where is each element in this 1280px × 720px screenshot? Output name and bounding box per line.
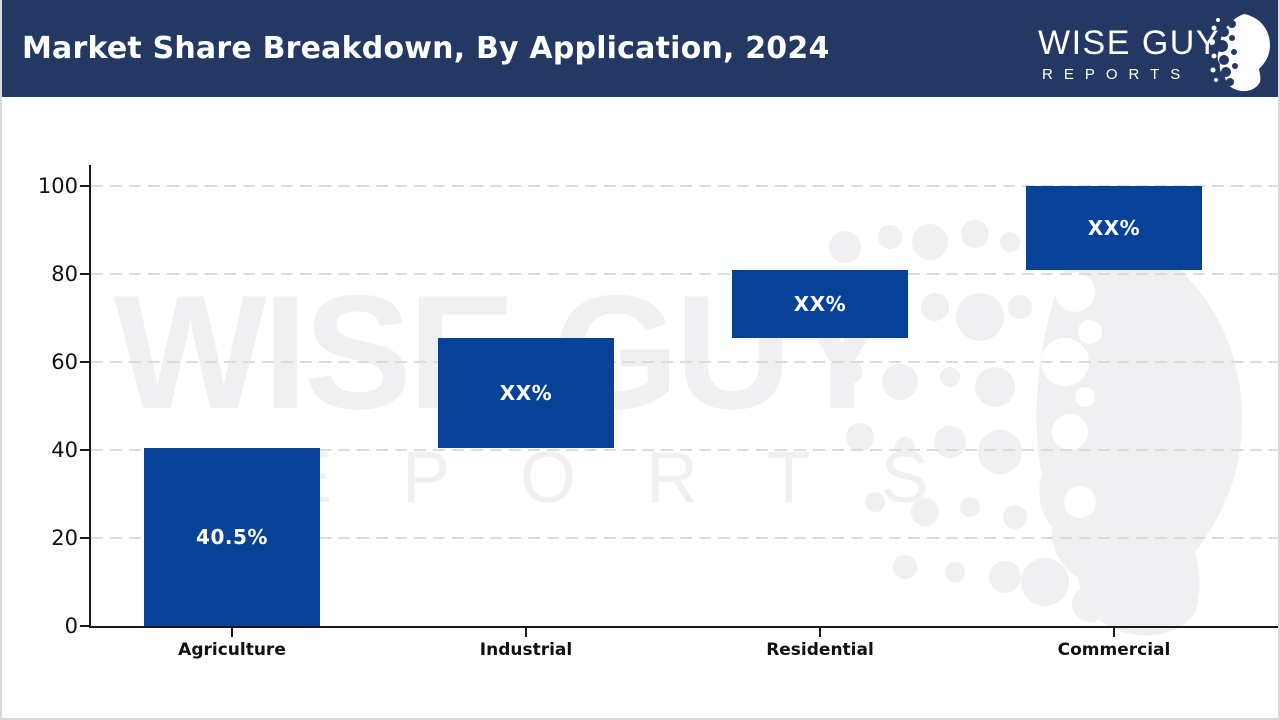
header-band: Market Share Breakdown, By Application, … (2, 0, 1278, 97)
y-axis-tick (80, 625, 89, 627)
logo-brand-name: WISE GUY (1038, 24, 1221, 62)
x-axis-category-label: Residential (766, 640, 874, 660)
bar-commercial: XX% (1026, 186, 1202, 271)
x-axis-tick (525, 628, 527, 637)
gridline-y80 (91, 273, 1278, 275)
y-axis-line (89, 165, 91, 628)
y-axis-tick (80, 273, 89, 275)
y-axis-tick (80, 185, 89, 187)
y-axis-tick (80, 361, 89, 363)
y-axis-tick (80, 537, 89, 539)
chart-title: Market Share Breakdown, By Application, … (22, 31, 830, 66)
watermark-dotted-head-icon (825, 220, 1243, 636)
logo-dotted-head-icon (1210, 14, 1270, 92)
gridline-y20 (91, 537, 1278, 539)
wiseguy-reports-logo: WISE GUY REPORTS (1032, 6, 1276, 94)
x-axis-tick (1113, 628, 1115, 637)
x-axis-category-label: Industrial (479, 640, 573, 660)
bar-value-label: 40.5% (196, 524, 268, 549)
y-axis-tick-label: 40 (51, 438, 78, 462)
bar-agriculture: 40.5% (144, 447, 320, 626)
x-axis-tick (819, 628, 821, 637)
bar-industrial: XX% (438, 337, 614, 448)
x-axis-line (89, 626, 1278, 628)
y-axis-tick-label: 0 (64, 614, 78, 638)
gridline-y40 (91, 449, 1278, 451)
bar-value-label: XX% (793, 292, 847, 317)
logo-brand-sub: REPORTS (1042, 66, 1192, 83)
y-axis-tick-label: 60 (51, 350, 78, 374)
x-axis-tick (231, 628, 233, 637)
x-axis-category-label: Agriculture (178, 640, 286, 660)
y-axis-tick-label: 80 (51, 262, 78, 286)
y-axis-tick-label: 100 (37, 174, 78, 198)
y-axis-tick (80, 449, 89, 451)
gridline-y100 (91, 185, 1278, 187)
gridline-y60 (91, 361, 1278, 363)
x-axis-category-label: Commercial (1057, 640, 1171, 660)
bar-value-label: XX% (499, 380, 553, 405)
y-axis-tick-label: 20 (51, 526, 78, 550)
bar-value-label: XX% (1087, 216, 1141, 241)
bar-residential: XX% (732, 270, 908, 338)
